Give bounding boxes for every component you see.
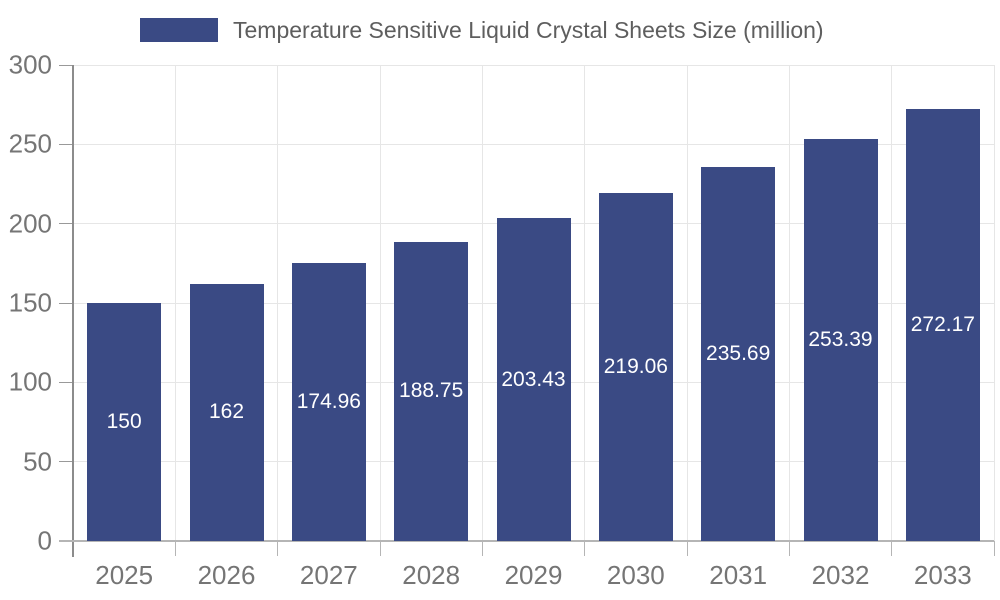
x-axis-tick (891, 541, 893, 556)
bar[interactable] (598, 193, 673, 541)
y-axis-tick (59, 381, 73, 383)
y-axis-tick (59, 223, 73, 225)
x-gridline (686, 65, 688, 541)
bar[interactable] (189, 283, 264, 541)
y-axis-tick (59, 143, 73, 145)
bar[interactable] (701, 167, 776, 541)
bar-value-label: 188.75 (399, 379, 464, 403)
x-gridline (379, 65, 381, 541)
y-axis-tick (59, 461, 73, 463)
x-axis-tick (788, 541, 790, 556)
legend-item[interactable]: Temperature Sensitive Liquid Crystal She… (140, 16, 824, 44)
y-axis-tick-label: 250 (8, 128, 52, 159)
x-axis-tick-label: 2032 (811, 560, 870, 590)
x-axis-tick-label: 2031 (709, 560, 768, 590)
bar[interactable] (803, 138, 878, 541)
x-axis-tick-label: 2027 (299, 560, 358, 590)
x-axis-line (59, 540, 994, 542)
bar[interactable] (394, 241, 469, 541)
x-axis-tick (993, 541, 995, 556)
x-axis-tick-label: 2029 (504, 560, 563, 590)
x-gridline (788, 65, 790, 541)
x-axis-tick (481, 541, 483, 556)
y-axis-tick-label: 150 (8, 287, 52, 318)
x-axis-tick (686, 541, 688, 556)
bar-value-label: 253.39 (808, 327, 873, 351)
y-axis-tick-label: 0 (37, 525, 52, 556)
bar-value-label: 162 (208, 400, 245, 424)
y-gridline (73, 143, 994, 145)
y-axis-tick-label: 50 (23, 446, 52, 477)
x-axis-tick (277, 541, 279, 556)
x-gridline (584, 65, 586, 541)
bar-value-label: 272.17 (910, 313, 975, 337)
x-gridline (481, 65, 483, 541)
y-axis-tick (59, 64, 73, 66)
y-axis-tick-label: 100 (8, 366, 52, 397)
legend-label: Temperature Sensitive Liquid Crystal She… (233, 16, 824, 43)
x-gridline (891, 65, 893, 541)
y-axis-tick-label: 200 (8, 208, 52, 239)
y-axis-line (72, 65, 74, 557)
x-gridline (174, 65, 176, 541)
bar[interactable] (87, 303, 162, 541)
x-axis-tick (174, 541, 176, 556)
bar[interactable] (905, 109, 980, 541)
bar-value-label: 174.96 (296, 390, 361, 414)
bar-value-label: 203.43 (501, 367, 566, 391)
bar[interactable] (291, 263, 366, 541)
bar-value-label: 219.06 (603, 355, 668, 379)
x-gridline (277, 65, 279, 541)
x-axis-tick-label: 2025 (95, 560, 154, 590)
x-axis-tick-label: 2028 (402, 560, 461, 590)
x-axis-tick-label: 2026 (197, 560, 256, 590)
bar-value-label: 235.69 (706, 342, 771, 366)
y-axis-tick-label: 300 (8, 49, 52, 80)
y-axis-tick (59, 302, 73, 304)
x-axis-tick-label: 2033 (913, 560, 972, 590)
bar-value-label: 150 (106, 410, 142, 433)
bar[interactable] (496, 218, 571, 541)
legend-swatch (140, 18, 218, 42)
x-axis-tick-label: 2030 (606, 560, 665, 590)
x-axis-tick (379, 541, 381, 556)
y-gridline (73, 64, 994, 66)
x-axis-tick (584, 541, 586, 556)
x-gridline (993, 65, 995, 541)
